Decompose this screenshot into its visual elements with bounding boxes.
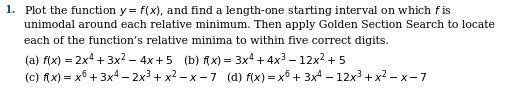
Text: each of the function’s relative minima to within five correct digits.: each of the function’s relative minima t…	[24, 36, 388, 46]
Text: (a) $f(x) = 2x^4 + 3x^2 - 4x + 5$   (b) $f(x) = 3x^4 + 4x^3 - 12x^2 + 5$: (a) $f(x) = 2x^4 + 3x^2 - 4x + 5$ (b) $f…	[24, 52, 345, 70]
Text: unimodal around each relative minimum. Then apply Golden Section Search to locat: unimodal around each relative minimum. T…	[24, 20, 494, 30]
Text: Plot the function $y = f\,(x)$, and find a length-one starting interval on which: Plot the function $y = f\,(x)$, and find…	[24, 4, 451, 18]
Text: (c) $f(x) = x^6 + 3x^4 - 2x^3 + x^2 - x - 7$   (d) $f(x) = x^6 + 3x^4 - 12x^3 + : (c) $f(x) = x^6 + 3x^4 - 2x^3 + x^2 - x …	[24, 69, 427, 87]
Text: 1.: 1.	[5, 4, 16, 15]
